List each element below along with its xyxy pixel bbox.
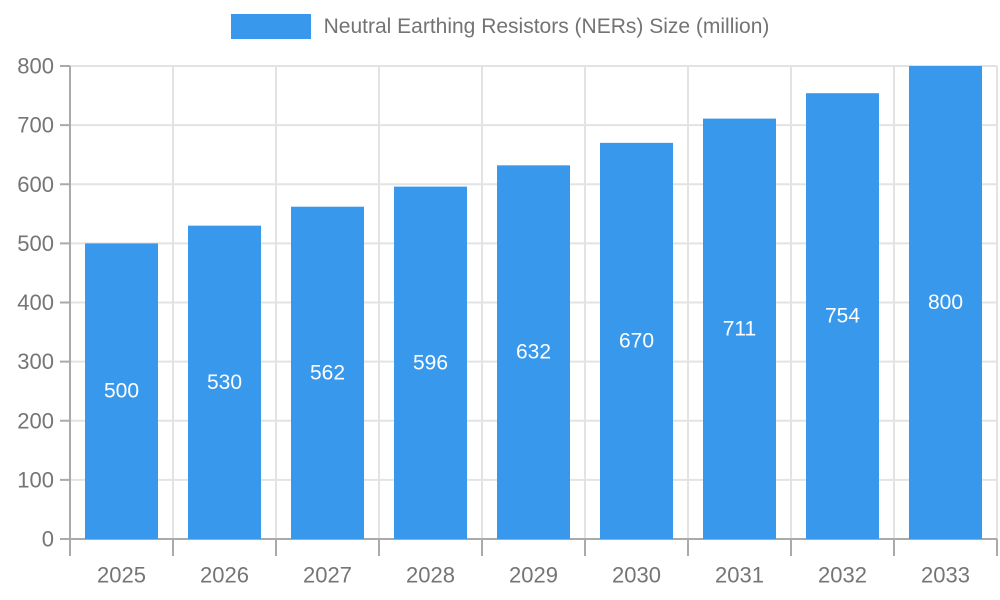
y-tick-label: 800 [17,54,54,79]
y-tick-label: 700 [17,113,54,138]
x-tick-label: 2031 [715,563,764,588]
bar-value-label: 596 [413,351,448,374]
bar-2033[interactable] [909,66,982,539]
value-labels: 500 530 562 596 632 670 711 754 800 [104,291,963,403]
y-tick-label: 400 [17,290,54,315]
bar-value-label: 711 [723,317,756,340]
x-tick-label: 2028 [406,563,455,588]
bar-2026[interactable] [188,225,261,539]
x-tick-label: 2030 [612,563,661,588]
legend-swatch [230,14,311,39]
bar-value-label: 562 [310,361,345,384]
y-tick-label: 600 [17,172,54,197]
bar-value-label: 670 [619,329,654,352]
x-tick-label: 2025 [97,563,146,588]
y-tick-label: 0 [42,527,54,552]
y-tick-label: 100 [17,467,54,492]
bar-2028[interactable] [394,186,467,540]
y-tick-label: 500 [17,231,54,256]
bar-2030[interactable] [600,142,673,540]
bar-2025[interactable] [85,243,158,539]
legend-label: Neutral Earthing Resistors (NERs) Size (… [323,14,770,38]
y-tick-label: 200 [17,408,54,433]
bar-2032[interactable] [806,93,879,539]
bar-value-label: 800 [928,291,963,314]
bar-value-label: 754 [825,305,860,328]
tick-labels: 0 100 200 300 400 500 600 700 800 2025 2026 2027 202… [17,54,970,588]
bar-value-label: 500 [104,380,139,403]
axis-ticks [60,65,998,556]
bar-2031[interactable] [703,118,776,539]
bar-value-label: 632 [516,341,551,364]
x-tick-label: 2033 [921,563,970,588]
x-tick-label: 2026 [200,563,249,588]
x-tick-label: 2029 [509,563,558,588]
x-tick-label: 2032 [818,563,867,588]
legend[interactable]: Neutral Earthing Resistors (NERs) Size (… [0,14,1000,39]
bar-2029[interactable] [497,165,570,539]
x-tick-label: 2027 [303,563,352,588]
bar-2027[interactable] [291,206,364,539]
bar-value-label: 530 [207,371,242,394]
y-tick-label: 300 [17,349,54,374]
bars [85,66,982,540]
